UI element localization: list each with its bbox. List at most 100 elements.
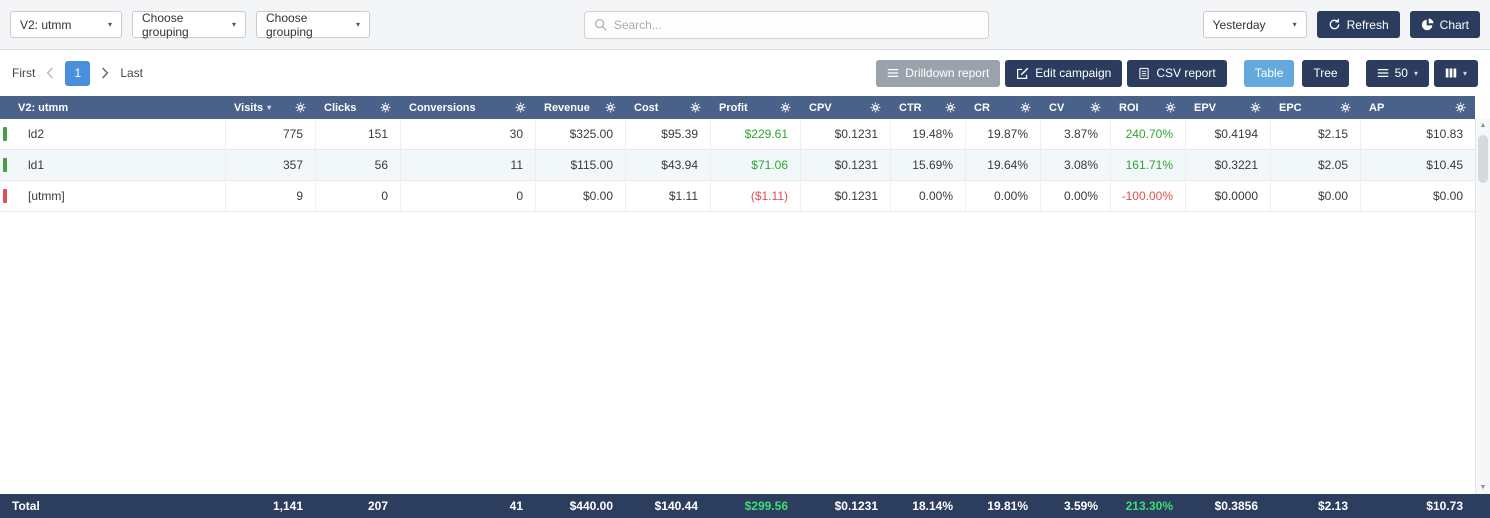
header-cr[interactable]: CR xyxy=(965,96,1040,119)
refresh-label: Refresh xyxy=(1346,17,1389,32)
cell-roi: 240.70% xyxy=(1110,119,1185,150)
vertical-scrollbar[interactable]: ▲ ▼ xyxy=(1475,119,1490,494)
scroll-up-icon[interactable]: ▲ xyxy=(1479,122,1487,129)
chevron-down-icon: ▾ xyxy=(231,20,236,29)
total-roi: 213.30% xyxy=(1125,499,1173,513)
header-ctr-label: CTR xyxy=(899,101,922,114)
total-bar: Total 1,141 207 41 $440.00 $140.44 $299.… xyxy=(0,494,1490,518)
gear-icon[interactable] xyxy=(295,102,306,113)
header-revenue[interactable]: Revenue xyxy=(535,96,625,119)
cell-clicks: 56 xyxy=(315,150,400,181)
total-ctr: 18.14% xyxy=(912,499,953,513)
cell-epv: $0.3221 xyxy=(1185,150,1270,181)
cell-profit: ($1.11) xyxy=(710,181,800,212)
toolbar-left-group: V2: utmm ▾ Choose grouping ▾ Choose grou… xyxy=(10,10,370,39)
scroll-down-icon[interactable]: ▼ xyxy=(1479,484,1487,491)
sort-caret-icon: ▾ xyxy=(267,103,272,112)
cell-cv: 3.87% xyxy=(1040,119,1110,150)
header-epv[interactable]: EPV xyxy=(1185,96,1270,119)
header-roi[interactable]: ROI xyxy=(1110,96,1185,119)
header-profit[interactable]: Profit xyxy=(710,96,800,119)
gear-icon[interactable] xyxy=(945,102,956,113)
cell-conversions: 30 xyxy=(400,119,535,150)
header-clicks[interactable]: Clicks xyxy=(315,96,400,119)
cell-epc: $0.00 xyxy=(1270,181,1360,212)
campaign-filter-value: V2: utmm xyxy=(20,17,72,32)
cell-cpv: $0.1231 xyxy=(800,181,890,212)
grouping-2-value: Choose grouping xyxy=(266,10,313,39)
csv-report-label: CSV report xyxy=(1156,66,1216,80)
table-view-button[interactable]: Table xyxy=(1243,59,1295,87)
tree-view-label: Tree xyxy=(1313,66,1338,80)
header-ap[interactable]: AP xyxy=(1360,96,1475,119)
pagination-first[interactable]: First xyxy=(12,66,36,80)
grouping-select-2[interactable]: Choose grouping ▾ xyxy=(256,10,370,39)
chevron-down-icon: ▾ xyxy=(107,20,112,29)
gear-icon[interactable] xyxy=(780,102,791,113)
gear-icon[interactable] xyxy=(380,102,391,113)
chevron-left-icon[interactable] xyxy=(46,67,54,79)
header-visits-label: Visits xyxy=(234,101,264,114)
chart-button[interactable]: Chart xyxy=(1409,11,1480,38)
cell-visits: 357 xyxy=(225,150,315,181)
header-ctr[interactable]: CTR xyxy=(890,96,965,119)
cell-cost: $1.11 xyxy=(625,181,710,212)
cell-profit: $229.61 xyxy=(710,119,800,150)
header-profit-label: Profit xyxy=(719,101,748,114)
gear-icon[interactable] xyxy=(870,102,881,113)
drilldown-report-label: Drilldown report xyxy=(905,66,990,80)
header-epc[interactable]: EPC xyxy=(1270,96,1360,119)
gear-icon[interactable] xyxy=(605,102,616,113)
status-indicator xyxy=(3,127,7,141)
edit-campaign-label: Edit campaign xyxy=(1035,66,1112,80)
header-cost[interactable]: Cost xyxy=(625,96,710,119)
gear-icon[interactable] xyxy=(1090,102,1101,113)
columns-button[interactable]: ▾ xyxy=(1433,59,1478,87)
cell-roi: 161.71% xyxy=(1110,150,1185,181)
campaign-filter-select[interactable]: V2: utmm ▾ xyxy=(10,11,122,38)
header-name-label: V2: utmm xyxy=(18,101,69,114)
drilldown-report-button[interactable]: Drilldown report xyxy=(876,59,1001,87)
header-ap-label: AP xyxy=(1369,101,1385,114)
gear-icon[interactable] xyxy=(1250,102,1261,113)
table-row[interactable]: ld1 357 56 11 $115.00 $43.94 $71.06 $0.1… xyxy=(0,150,1475,181)
scrollbar-thumb[interactable] xyxy=(1478,135,1488,183)
cell-ctr: 15.69% xyxy=(890,150,965,181)
table-row[interactable]: [utmm] 9 0 0 $0.00 $1.11 ($1.11) $0.1231… xyxy=(0,181,1475,212)
gear-icon[interactable] xyxy=(690,102,701,113)
header-name[interactable]: V2: utmm xyxy=(0,96,225,119)
search-container xyxy=(380,10,1193,39)
search-input[interactable] xyxy=(613,17,979,32)
refresh-button[interactable]: Refresh xyxy=(1316,11,1400,38)
grouping-select-1[interactable]: Choose grouping ▾ xyxy=(132,11,246,39)
header-roi-label: ROI xyxy=(1119,101,1139,114)
cell-ap: $10.45 xyxy=(1360,150,1475,181)
gear-icon[interactable] xyxy=(1340,102,1351,113)
gear-icon[interactable] xyxy=(515,102,526,113)
search-icon xyxy=(594,18,607,31)
header-conversions[interactable]: Conversions xyxy=(400,96,535,119)
pie-chart-icon xyxy=(1421,18,1434,31)
total-revenue: $440.00 xyxy=(569,499,613,513)
edit-campaign-button[interactable]: Edit campaign xyxy=(1005,59,1123,87)
gear-icon[interactable] xyxy=(1455,102,1466,113)
chevron-right-icon[interactable] xyxy=(101,67,109,79)
header-visits[interactable]: Visits ▾ xyxy=(225,96,315,119)
header-conversions-label: Conversions xyxy=(409,101,476,114)
csv-report-button[interactable]: CSV report xyxy=(1127,59,1227,87)
csv-document-icon xyxy=(1139,67,1149,79)
gear-icon[interactable] xyxy=(1020,102,1031,113)
header-cv[interactable]: CV xyxy=(1040,96,1110,119)
header-cv-label: CV xyxy=(1049,101,1065,114)
date-range-value: Yesterday xyxy=(1212,17,1266,32)
rows-per-page-button[interactable]: 50 ▾ xyxy=(1365,59,1429,87)
gear-icon[interactable] xyxy=(1165,102,1176,113)
header-cpv[interactable]: CPV xyxy=(800,96,890,119)
pagination-page-1[interactable]: 1 xyxy=(65,60,91,86)
total-cpv: $0.1231 xyxy=(834,499,878,513)
table-row[interactable]: ld2 775 151 30 $325.00 $95.39 $229.61 $0… xyxy=(0,119,1475,150)
tree-view-button[interactable]: Tree xyxy=(1302,59,1349,87)
toolbar-right-group: Yesterday ▾ Refresh Chart xyxy=(1202,11,1480,38)
date-range-select[interactable]: Yesterday ▾ xyxy=(1202,11,1307,38)
pagination-last[interactable]: Last xyxy=(120,66,144,80)
